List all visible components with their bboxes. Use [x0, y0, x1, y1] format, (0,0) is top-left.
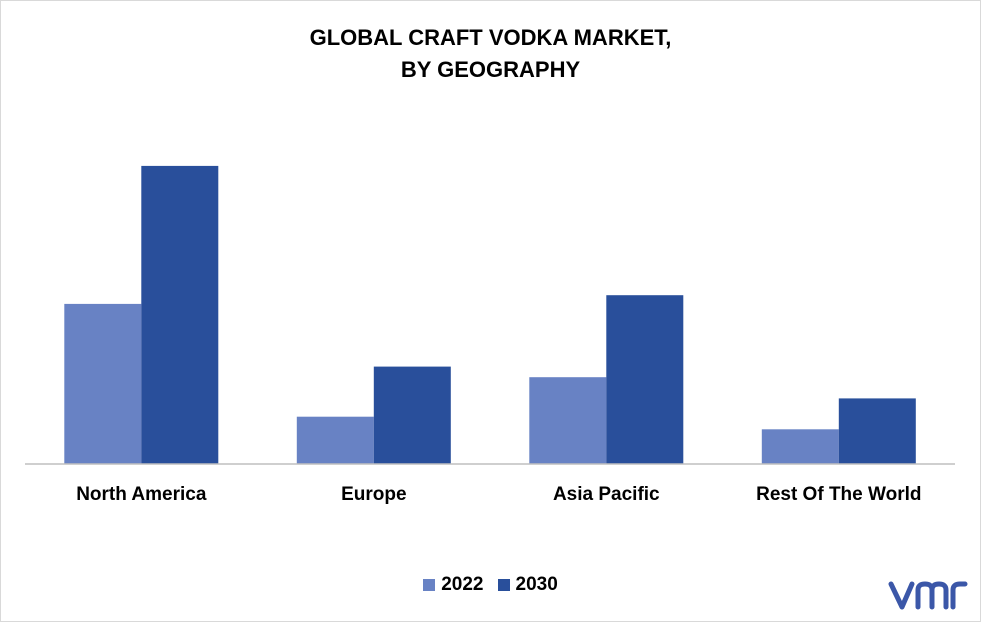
- bar-2030-europe: [373, 366, 451, 464]
- x-tick-label: Rest Of The World: [756, 484, 921, 505]
- chart-title: GLOBAL CRAFT VODKA MARKET, BY GEOGRAPHY: [0, 22, 981, 86]
- legend-item-2030: 2030: [497, 574, 558, 596]
- bar-2022-asia-pacific: [529, 377, 607, 464]
- bar-2030-north-america: [141, 165, 219, 464]
- legend-item-2022: 2022: [423, 574, 484, 596]
- bar-2030-asia-pacific: [606, 295, 684, 464]
- bars-group: [64, 165, 916, 464]
- legend-swatch-2030: [497, 579, 510, 591]
- bar-2022-europe: [296, 416, 374, 464]
- x-tick-label: Europe: [341, 484, 406, 505]
- x-tick-label: North America: [76, 484, 207, 505]
- vmr-logo-icon: [888, 581, 968, 610]
- chart-title-line-1: GLOBAL CRAFT VODKA MARKET,: [309, 25, 672, 50]
- x-tick-label: Asia Pacific: [553, 484, 660, 505]
- bar-2022-north-america: [64, 303, 142, 464]
- legend-label-2030: 2030: [515, 574, 558, 595]
- legend: 2022 2030: [0, 574, 981, 596]
- legend-swatch-2022: [423, 579, 436, 591]
- x-tick-labels: North America Europe Asia Pacific Rest Of T…: [76, 484, 921, 505]
- bar-2022-rest-of-the-world: [761, 429, 839, 464]
- bar-2030-rest-of-the-world: [838, 398, 916, 464]
- legend-label-2022: 2022: [441, 574, 484, 595]
- chart-title-line-2: BY GEOGRAPHY: [400, 57, 581, 82]
